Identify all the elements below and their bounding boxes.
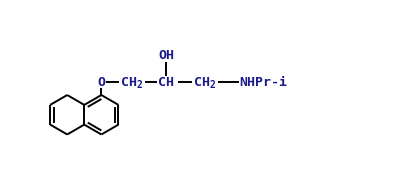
Text: OH: OH bbox=[158, 49, 174, 62]
Text: 2: 2 bbox=[137, 80, 143, 90]
Text: O: O bbox=[97, 76, 105, 89]
Text: NHPr-i: NHPr-i bbox=[239, 76, 287, 89]
Text: CH: CH bbox=[158, 76, 174, 89]
Text: CH: CH bbox=[194, 76, 210, 89]
Text: CH: CH bbox=[121, 76, 137, 89]
Text: 2: 2 bbox=[210, 80, 216, 90]
